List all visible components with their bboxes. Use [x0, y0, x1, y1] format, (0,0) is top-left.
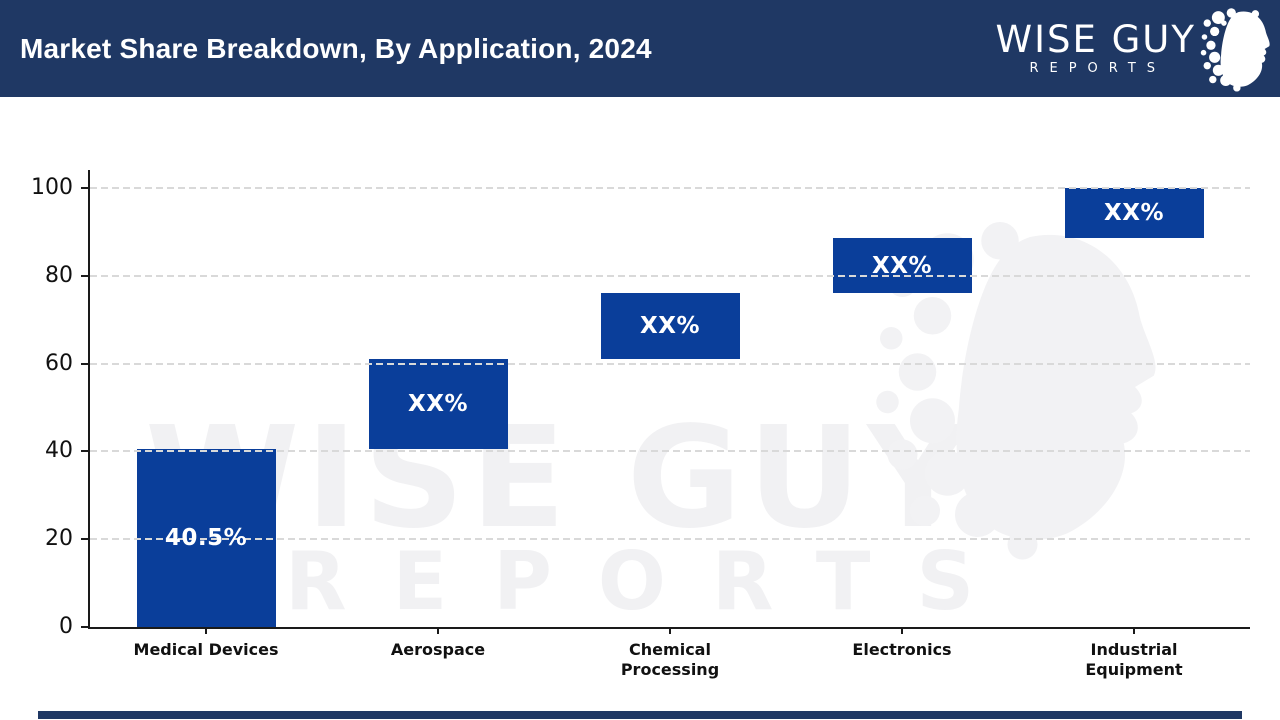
y-tick-label: 40: [45, 438, 73, 464]
bar-value-label: XX%: [639, 313, 700, 340]
x-tick-mark: [437, 627, 439, 634]
x-axis-line: [88, 627, 1250, 629]
x-tick-mark: [669, 627, 671, 634]
y-axis-line: [88, 170, 90, 629]
y-tick-mark: [81, 626, 89, 628]
y-tick-label: 60: [45, 350, 73, 376]
bar: XX%: [832, 238, 972, 294]
x-tick-label: Industrial Equipment: [1085, 640, 1183, 679]
bar: XX%: [1064, 188, 1204, 239]
watermark: WISE GUY REPORTS: [0, 97, 1280, 712]
y-tick-label: 100: [31, 175, 73, 200]
y-tick-label: 0: [59, 614, 73, 639]
wiseguy-logo: WISE GUY REPORTS: [996, 0, 1272, 97]
watermark-wordmark: WISE GUY: [145, 397, 975, 560]
y-tick-mark: [81, 274, 89, 277]
gridline: [90, 362, 1250, 365]
gridline: [90, 538, 1250, 541]
y-tick-mark: [81, 187, 89, 189]
y-tick-label: 80: [45, 262, 73, 288]
y-tick-mark: [81, 450, 89, 453]
x-tick-label: Medical Devices: [133, 640, 279, 659]
x-tick-mark: [1133, 627, 1135, 634]
gridline: [90, 187, 1250, 189]
logo-wordmark-text: WISE GUY: [995, 18, 1196, 61]
bar: 40.5%: [136, 449, 276, 627]
bar-value-label: 40.5%: [164, 525, 248, 552]
gridline: [90, 450, 1250, 453]
x-tick-mark: [205, 627, 207, 634]
x-tick-label: Electronics: [852, 640, 952, 659]
watermark-subtext: REPORTS: [285, 535, 1021, 628]
bar-value-label: XX%: [407, 391, 468, 418]
bar-value-label: XX%: [871, 252, 932, 279]
y-tick-mark: [81, 538, 89, 541]
y-tick-mark: [81, 362, 89, 365]
page-title: Market Share Breakdown, By Application, …: [20, 32, 652, 64]
footer-accent-bar: [38, 711, 1242, 719]
header-banner: Market Share Breakdown, By Application, …: [0, 0, 1280, 97]
y-tick-label: 20: [45, 526, 73, 552]
gridline: [90, 274, 1250, 277]
logo-subtext: REPORTS: [1029, 61, 1167, 76]
bar: XX%: [368, 359, 508, 450]
x-tick-mark: [901, 627, 903, 634]
logo-face-icon: [1200, 7, 1270, 92]
x-tick-label: Chemical Processing: [620, 640, 720, 679]
bar-value-label: XX%: [1103, 200, 1164, 227]
bar: XX%: [600, 293, 740, 360]
logo-wordmark: WISE GUY REPORTS: [995, 18, 1196, 77]
x-tick-label: Aerospace: [390, 640, 486, 659]
